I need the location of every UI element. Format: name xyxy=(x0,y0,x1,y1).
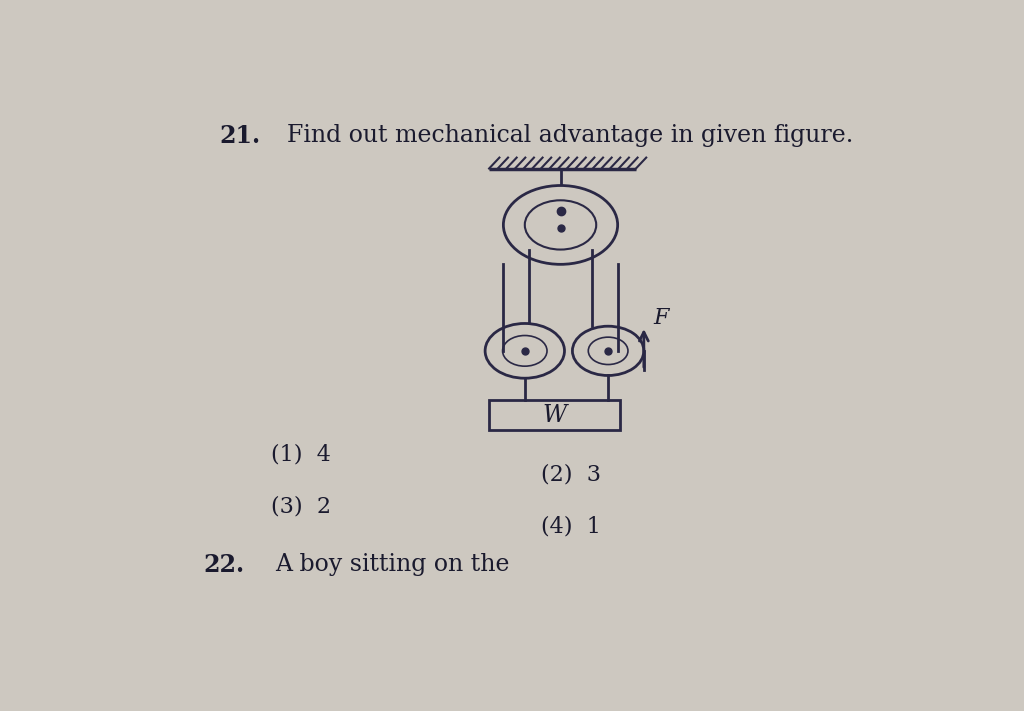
Text: (4)  1: (4) 1 xyxy=(541,515,600,537)
Text: A boy sitting on the: A boy sitting on the xyxy=(274,553,509,577)
Bar xyxy=(489,400,621,430)
Text: Find out mechanical advantage in given figure.: Find out mechanical advantage in given f… xyxy=(287,124,853,146)
Text: (2)  3: (2) 3 xyxy=(541,463,601,485)
Text: (1)  4: (1) 4 xyxy=(270,444,331,466)
Text: 22.: 22. xyxy=(204,553,245,577)
Text: F: F xyxy=(653,307,669,329)
Text: 21.: 21. xyxy=(219,124,260,148)
Text: (3)  2: (3) 2 xyxy=(270,496,331,518)
Text: W: W xyxy=(543,404,566,427)
